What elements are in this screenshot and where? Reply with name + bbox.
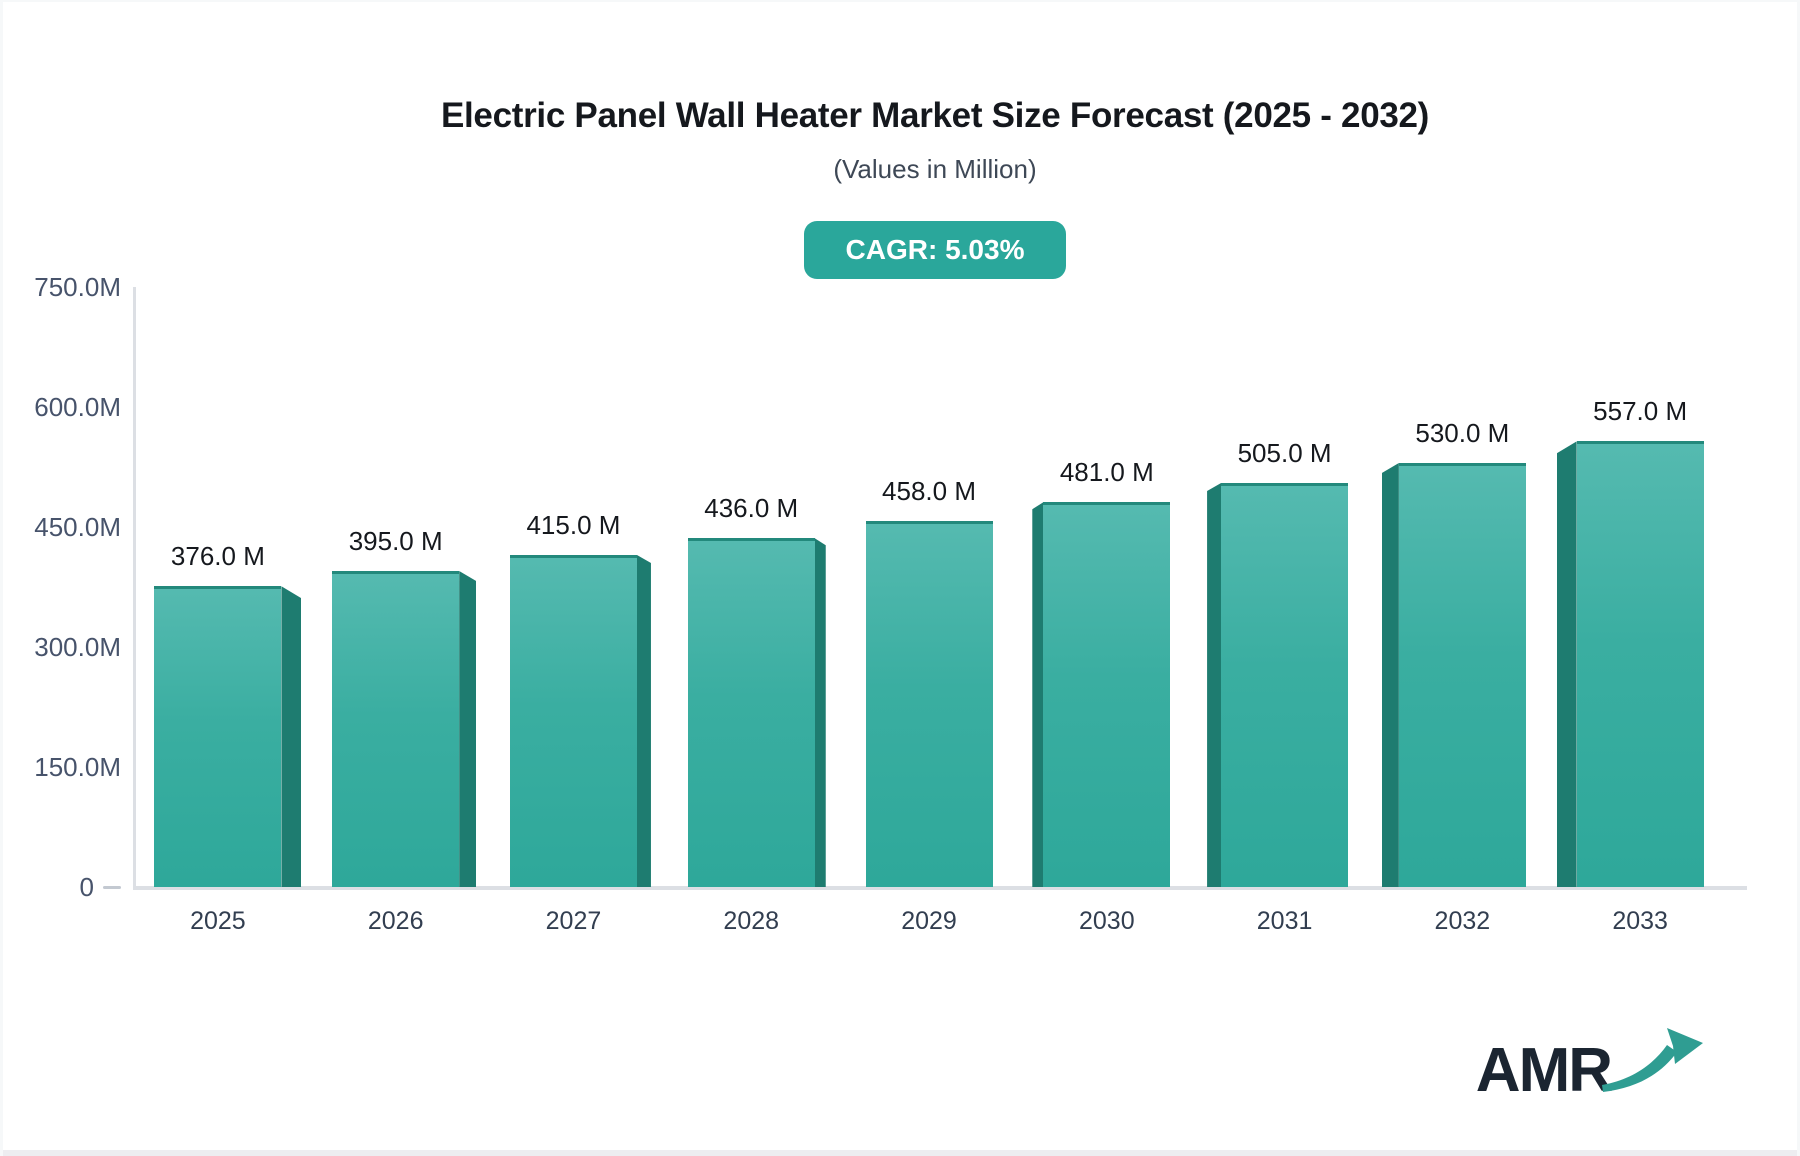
bar <box>1221 483 1349 887</box>
y-tick-label: 300.0M <box>34 631 121 662</box>
x-tick-label: 2033 <box>1612 907 1668 935</box>
bar-slot: 436.0 M 2028 <box>662 287 840 935</box>
bar-slot: 557.0 M 2033 <box>1551 287 1729 935</box>
bar-value-label: 557.0 M <box>1593 396 1688 427</box>
bar <box>154 586 282 887</box>
x-tick-label: 2027 <box>545 907 602 935</box>
bar-slot: 395.0 M 2026 <box>307 287 485 935</box>
bar-side-face <box>1381 463 1399 887</box>
bar <box>1043 502 1171 887</box>
bar-value-label: 415.0 M <box>526 510 621 540</box>
x-tick-label: 2029 <box>901 907 957 935</box>
y-tick: 450.0M <box>3 511 121 543</box>
bar-slot: 376.0 M 2025 <box>129 287 307 935</box>
chart-subtitle: (Values in Million) <box>833 154 1037 184</box>
chart-header: Electric Panel Wall Heater Market Size F… <box>129 2 1741 279</box>
bar-value-label: 436.0 M <box>704 493 799 524</box>
bar <box>509 555 637 887</box>
bar-value-label: 530.0 M <box>1415 418 1510 448</box>
y-tick-label: 600.0M <box>34 391 121 422</box>
y-axis-line <box>133 287 136 889</box>
y-tick: 750.0M <box>3 271 121 303</box>
y-tick: 0 <box>3 871 121 903</box>
bar-value-label: 376.0 M <box>170 541 265 572</box>
bar-value-label: 481.0 M <box>1059 457 1154 488</box>
x-tick-label: 2031 <box>1256 907 1313 935</box>
bar <box>687 538 815 887</box>
bar-side-face <box>1032 502 1044 887</box>
x-tick-label: 2032 <box>1434 907 1491 935</box>
bar <box>1398 463 1526 887</box>
y-tick: 300.0M <box>3 631 121 663</box>
bar-value-label: 395.0 M <box>348 526 443 556</box>
growth-arrow-icon <box>1602 1028 1703 1092</box>
bar-side-face <box>636 555 651 887</box>
bar <box>332 571 460 887</box>
y-tick-label: 750.0M <box>34 271 121 302</box>
brand-logo-text: AMR <box>1475 1036 1613 1105</box>
bar-side-face <box>814 538 826 887</box>
y-tick-label: 450.0M <box>34 511 121 542</box>
x-tick-label: 2030 <box>1078 907 1135 935</box>
x-tick-label: 2028 <box>723 907 780 935</box>
zero-tick-mark <box>103 885 121 889</box>
y-tick-label: 0 <box>79 871 94 902</box>
chart-card: Electric Panel Wall Heater Market Size F… <box>3 2 1797 1156</box>
x-axis-line <box>133 886 1747 890</box>
bar-slot: 415.0 M 2027 <box>485 287 663 935</box>
brand-logo: AMR <box>1476 1026 1705 1102</box>
bar-side-face <box>459 571 477 887</box>
bar-side-face <box>1207 483 1222 887</box>
bar-slot: 481.0 M 2030 <box>1018 287 1196 935</box>
bar-side-face <box>1556 441 1577 887</box>
y-tick-label: 150.0M <box>34 751 121 782</box>
x-tick-label: 2025 <box>190 907 246 935</box>
y-tick: 150.0M <box>3 751 121 783</box>
bar-side-face <box>281 586 302 887</box>
bar-value-label: 458.0 M <box>882 475 976 506</box>
x-tick-label: 2026 <box>367 907 424 935</box>
bar-slot: 530.0 M 2032 <box>1373 287 1551 935</box>
bars: 376.0 M 2025 395.0 M 2026 415.0 M 2027 436.0 M… <box>129 287 1729 935</box>
bar-slot: 458.0 M 2029 <box>840 287 1018 935</box>
bar-slot: 505.0 M 2031 <box>1196 287 1374 935</box>
bar-value-label: 505.0 M <box>1237 438 1332 468</box>
bar <box>1576 441 1704 887</box>
cagr-badge: CAGR: 5.03% <box>803 221 1067 279</box>
chart-title: Electric Panel Wall Heater Market Size F… <box>440 96 1430 135</box>
bar <box>865 520 993 887</box>
y-tick: 600.0M <box>3 391 121 423</box>
